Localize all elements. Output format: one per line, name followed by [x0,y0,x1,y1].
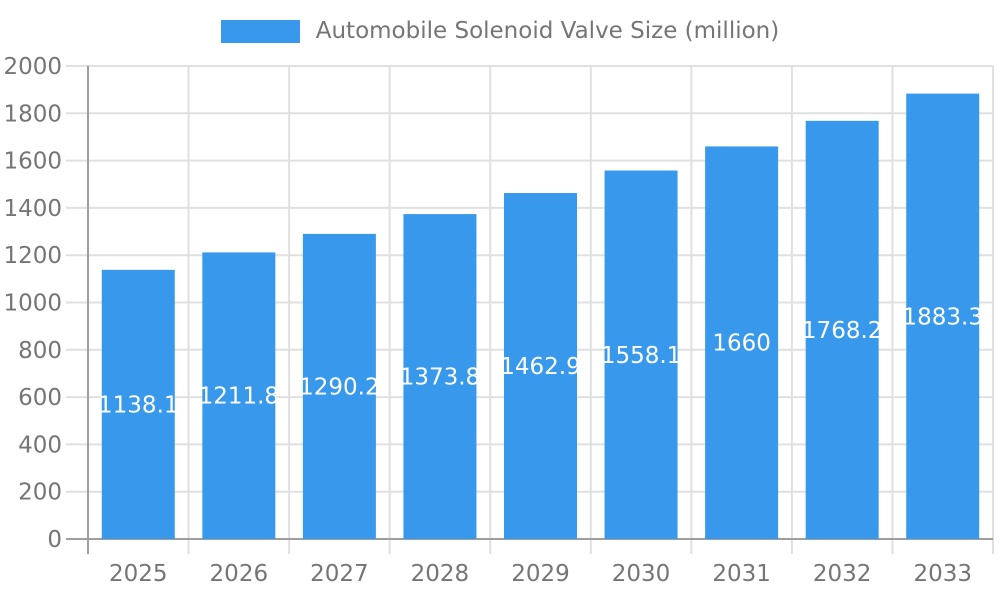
x-tick-label: 2029 [511,561,570,587]
bar-value-label: 1290.2 [299,374,379,400]
bar-2025[interactable] [101,269,175,539]
bar-value-label: 1211.8 [199,384,279,410]
y-tick-label: 0 [47,527,62,553]
bar-value-label: 1373.8 [400,365,480,391]
y-tick-label: 200 [18,480,62,506]
y-tick-label: 1600 [3,149,62,175]
y-tick-label: 1400 [3,196,62,222]
legend-swatch [220,19,300,43]
bar-2032[interactable] [805,120,879,539]
bar-2031[interactable] [705,146,779,539]
y-tick-label: 1000 [3,291,62,317]
bar-2027[interactable] [302,233,376,539]
x-tick-label: 2030 [612,561,671,587]
x-tick-label: 2028 [411,561,470,587]
x-tick-label: 2027 [310,561,369,587]
bar-value-label: 1558.1 [601,343,681,369]
bar-value-label: 1768.2 [802,318,882,344]
y-tick-label: 1800 [3,101,62,127]
bar-2029[interactable] [504,193,577,539]
bar-value-label: 1462.9 [500,354,580,380]
y-tick-label: 600 [18,385,62,411]
legend-label: Automobile Solenoid Valve Size (million) [315,18,780,44]
y-tick-label: 800 [18,338,62,364]
bar-value-label: 1660 [712,331,771,357]
y-tick-label: 400 [18,432,62,458]
bar-2030[interactable] [604,170,678,540]
x-tick-label: 2031 [712,561,771,587]
x-tick-label: 2026 [210,561,269,587]
bar-value-label: 1883.3 [902,304,982,330]
bar-2028[interactable] [403,214,477,539]
y-tick-label: 1200 [3,243,62,269]
chart-legend[interactable]: Automobile Solenoid Valve Size (million) [0,8,1000,54]
x-tick-label: 2032 [813,561,872,587]
bar-2026[interactable] [202,252,276,539]
x-tick-label: 2033 [913,561,972,587]
x-tick-label: 2025 [109,561,168,587]
y-tick-label: 2000 [3,54,62,80]
bar-2033[interactable] [906,93,980,539]
bar-value-label: 1138.1 [98,392,178,418]
